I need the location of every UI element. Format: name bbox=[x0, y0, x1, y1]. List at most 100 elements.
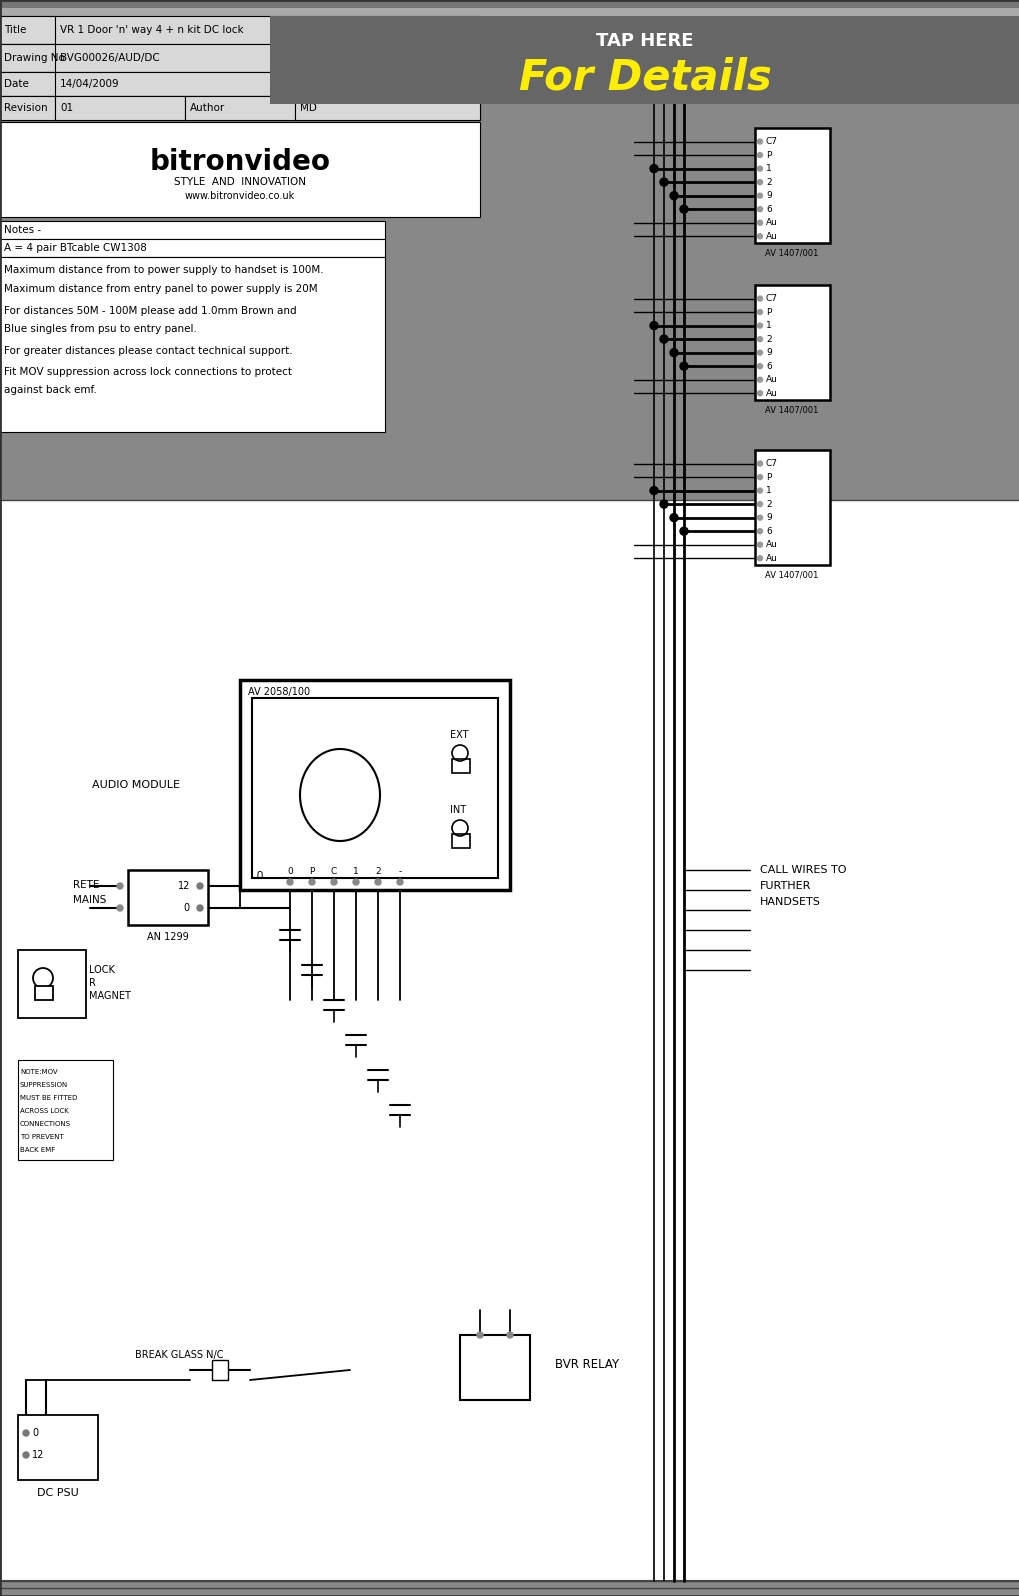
Circle shape bbox=[757, 153, 762, 158]
Bar bbox=[0, 45, 55, 72]
Bar bbox=[0, 500, 1019, 1582]
Text: 01: 01 bbox=[60, 104, 73, 113]
Text: Au: Au bbox=[765, 539, 777, 549]
Text: TAP HERE: TAP HERE bbox=[596, 32, 693, 49]
Text: 2: 2 bbox=[765, 500, 770, 509]
Text: 1: 1 bbox=[765, 487, 771, 495]
Bar bbox=[270, 16, 1019, 104]
Text: BVR RELAY: BVR RELAY bbox=[554, 1358, 619, 1371]
Text: Date: Date bbox=[4, 78, 29, 89]
Text: AV 2058/100: AV 2058/100 bbox=[248, 686, 310, 697]
Text: BREAK GLASS N/C: BREAK GLASS N/C bbox=[135, 1350, 223, 1360]
Text: Au: Au bbox=[765, 231, 777, 241]
Text: C7: C7 bbox=[765, 460, 777, 468]
Text: FURTHER: FURTHER bbox=[759, 881, 810, 891]
Bar bbox=[0, 257, 384, 433]
Circle shape bbox=[659, 500, 667, 508]
Circle shape bbox=[757, 310, 762, 314]
Text: P: P bbox=[309, 868, 315, 876]
Bar bbox=[18, 1416, 98, 1479]
Circle shape bbox=[757, 233, 762, 239]
Circle shape bbox=[117, 905, 123, 911]
Circle shape bbox=[23, 1452, 29, 1459]
Bar bbox=[0, 96, 55, 120]
Circle shape bbox=[757, 139, 762, 144]
Text: Au: Au bbox=[765, 219, 777, 227]
Circle shape bbox=[757, 501, 762, 506]
Text: 1: 1 bbox=[353, 868, 359, 876]
Bar bbox=[754, 286, 829, 401]
Circle shape bbox=[669, 192, 678, 200]
Circle shape bbox=[680, 362, 688, 370]
Text: RETE: RETE bbox=[73, 879, 99, 891]
Text: CONNECTIONS: CONNECTIONS bbox=[20, 1120, 71, 1127]
Bar bbox=[451, 835, 470, 847]
Text: 2: 2 bbox=[765, 335, 770, 343]
Text: against back emf.: against back emf. bbox=[4, 385, 97, 396]
Bar bbox=[212, 1360, 228, 1381]
Text: P: P bbox=[765, 472, 770, 482]
Circle shape bbox=[197, 883, 203, 889]
Text: AV 1407/001: AV 1407/001 bbox=[764, 570, 818, 579]
Text: 0: 0 bbox=[183, 903, 190, 913]
Circle shape bbox=[375, 879, 381, 886]
Circle shape bbox=[757, 474, 762, 479]
Text: 1: 1 bbox=[765, 164, 771, 172]
Text: 6: 6 bbox=[765, 204, 771, 214]
Bar bbox=[0, 239, 384, 257]
Bar bbox=[0, 72, 480, 96]
Bar bbox=[451, 760, 470, 772]
Circle shape bbox=[757, 555, 762, 560]
Text: 9: 9 bbox=[765, 348, 771, 358]
Text: 9: 9 bbox=[765, 514, 771, 522]
Text: MD: MD bbox=[300, 104, 317, 113]
Text: 9: 9 bbox=[765, 192, 771, 200]
Text: 6: 6 bbox=[765, 362, 771, 370]
Circle shape bbox=[757, 337, 762, 342]
Text: 0: 0 bbox=[32, 1428, 38, 1438]
Circle shape bbox=[331, 879, 336, 886]
Bar bbox=[0, 72, 55, 96]
Bar bbox=[55, 96, 184, 120]
Circle shape bbox=[669, 348, 678, 356]
Text: TO PREVENT: TO PREVENT bbox=[20, 1135, 64, 1140]
Text: 0: 0 bbox=[286, 868, 292, 876]
Text: 1: 1 bbox=[765, 321, 771, 330]
Circle shape bbox=[309, 879, 315, 886]
Text: 2: 2 bbox=[375, 868, 380, 876]
Text: Fit MOV suppression across lock connections to protect: Fit MOV suppression across lock connecti… bbox=[4, 367, 291, 377]
Text: Title: Title bbox=[4, 26, 26, 35]
Bar bbox=[460, 1334, 530, 1400]
Bar bbox=[252, 697, 497, 878]
Text: AV 1407/001: AV 1407/001 bbox=[764, 249, 818, 257]
Circle shape bbox=[757, 516, 762, 520]
Circle shape bbox=[757, 391, 762, 396]
Text: EXT: EXT bbox=[449, 729, 468, 741]
Circle shape bbox=[396, 879, 403, 886]
Text: CALL WIRES TO: CALL WIRES TO bbox=[759, 865, 846, 875]
Circle shape bbox=[197, 905, 203, 911]
Bar bbox=[35, 986, 53, 1001]
Text: HANDSETS: HANDSETS bbox=[759, 897, 820, 907]
Text: A = 4 pair BTcable CW1308: A = 4 pair BTcable CW1308 bbox=[4, 243, 147, 254]
Circle shape bbox=[757, 206, 762, 212]
Text: MAGNET: MAGNET bbox=[89, 991, 130, 1001]
Circle shape bbox=[649, 164, 657, 172]
Text: Au: Au bbox=[765, 375, 777, 385]
Bar bbox=[127, 870, 208, 926]
Circle shape bbox=[757, 350, 762, 356]
Text: Notes -: Notes - bbox=[4, 225, 41, 235]
Circle shape bbox=[680, 206, 688, 214]
Text: For distances 50M - 100M please add 1.0mm Brown and: For distances 50M - 100M please add 1.0m… bbox=[4, 306, 297, 316]
Text: C7: C7 bbox=[765, 294, 777, 303]
Circle shape bbox=[757, 180, 762, 185]
Circle shape bbox=[659, 335, 667, 343]
Circle shape bbox=[757, 166, 762, 171]
Circle shape bbox=[757, 220, 762, 225]
Text: LOCK: LOCK bbox=[89, 966, 115, 975]
Bar bbox=[294, 96, 480, 120]
Text: Au: Au bbox=[765, 389, 777, 397]
Bar bbox=[0, 96, 480, 120]
Circle shape bbox=[23, 1430, 29, 1436]
Bar bbox=[18, 950, 86, 1018]
